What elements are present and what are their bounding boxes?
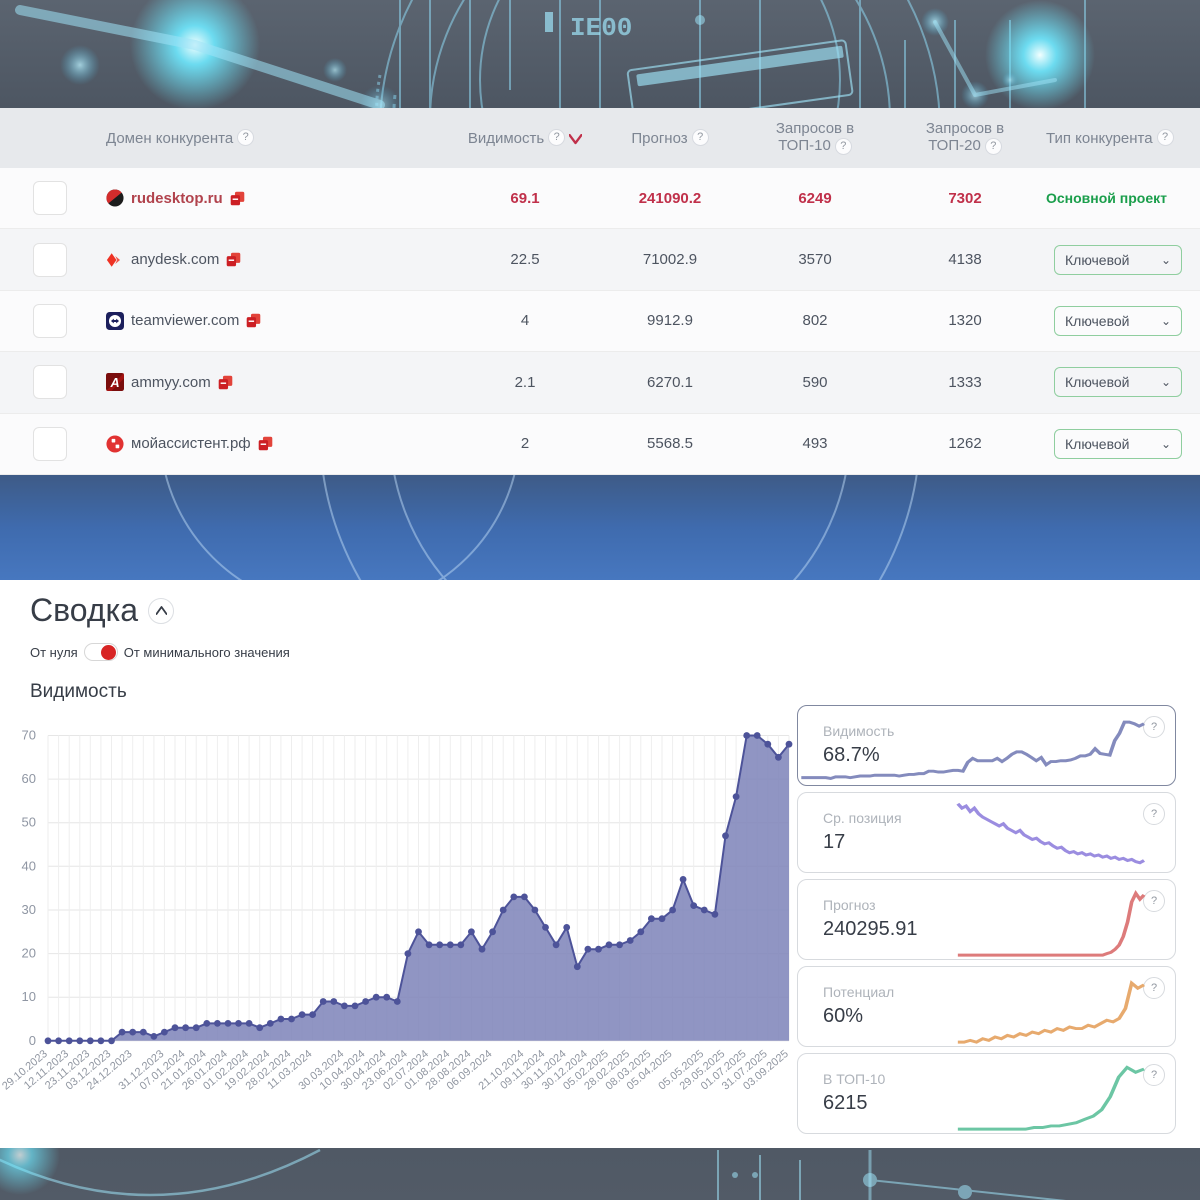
svg-text:30: 30 [22, 902, 36, 917]
svg-text:50: 50 [22, 815, 36, 830]
svg-text:60: 60 [22, 771, 36, 786]
svg-text:40: 40 [22, 858, 36, 873]
svg-text:20: 20 [22, 946, 36, 961]
svg-text:70: 70 [22, 728, 36, 743]
svg-text:0: 0 [29, 1033, 36, 1048]
svg-text:10: 10 [22, 989, 36, 1004]
svg-text:A: A [109, 376, 119, 390]
